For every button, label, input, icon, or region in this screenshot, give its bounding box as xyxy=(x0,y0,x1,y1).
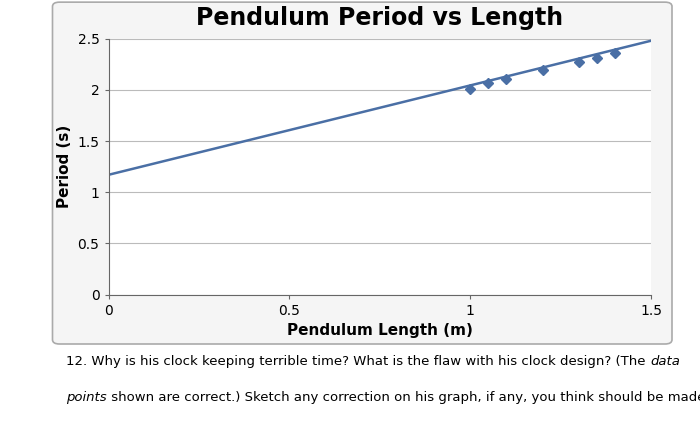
Text: 12. Why is his clock keeping terrible time? What is the flaw with his clock desi: 12. Why is his clock keeping terrible ti… xyxy=(66,355,650,368)
Text: data: data xyxy=(650,355,680,368)
Text: points: points xyxy=(66,391,107,404)
Text: shown are correct.) Sketch any correction on his graph, if any, you think should: shown are correct.) Sketch any correctio… xyxy=(107,391,700,404)
Y-axis label: Period (s): Period (s) xyxy=(57,125,72,208)
X-axis label: Pendulum Length (m): Pendulum Length (m) xyxy=(287,323,473,338)
Title: Pendulum Period vs Length: Pendulum Period vs Length xyxy=(196,6,564,30)
